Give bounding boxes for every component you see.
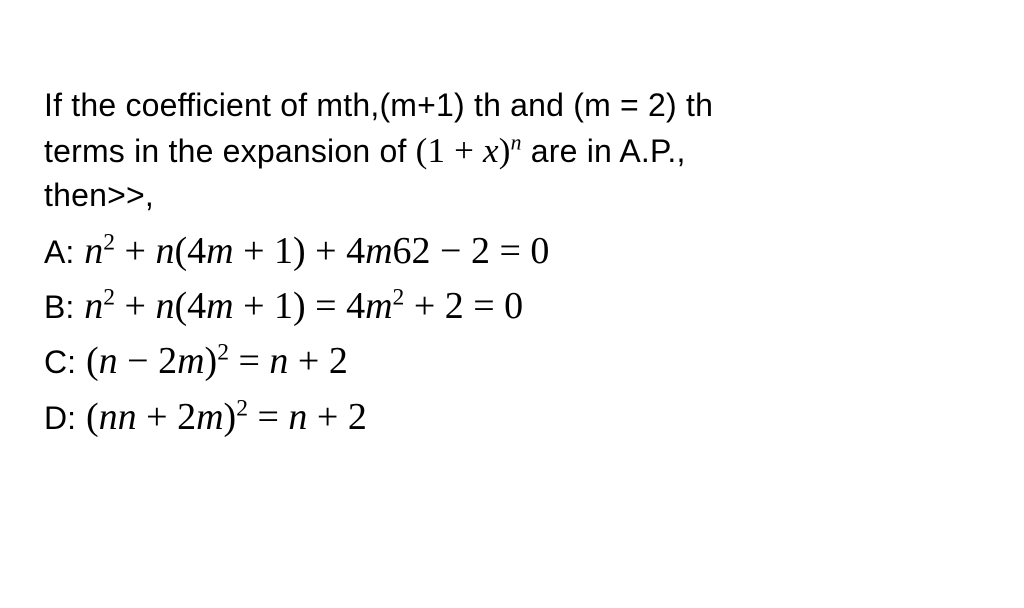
option-b-t1: n [84, 285, 103, 327]
option-c-t1: (n − 2m) [86, 340, 217, 382]
question-block: If the coefficient of mth,(m+1) th and (… [0, 0, 1024, 483]
option-d-math: (nn + 2m)2 = n + 2 [86, 392, 367, 443]
question-line-2-prefix: terms in the expansion of [44, 133, 416, 169]
option-c: C: (n − 2m)2 = n + 2 [44, 336, 984, 387]
question-line-2: terms in the expansion of (1 + x)n are i… [44, 127, 984, 174]
question-line-2-suffix: are in A.P., [522, 133, 686, 169]
option-a-t2: + n(4m + 1) + 4m62 − 2 = 0 [115, 230, 549, 272]
option-a: A: n2 + n(4m + 1) + 4m62 − 2 = 0 [44, 226, 984, 277]
option-b-label: B: [44, 285, 74, 330]
option-b-t2-exp: 2 [393, 284, 405, 310]
option-a-label: A: [44, 230, 74, 275]
option-b-t2: + n(4m + 1) = 4m [115, 285, 393, 327]
options-list: A: n2 + n(4m + 1) + 4m62 − 2 = 0 B: n2 +… [44, 226, 984, 443]
option-b-t3: + 2 = 0 [404, 285, 523, 327]
question-line-1: If the coefficient of mth,(m+1) th and (… [44, 84, 984, 127]
option-a-math: n2 + n(4m + 1) + 4m62 − 2 = 0 [84, 226, 549, 277]
option-d-t1-exp: 2 [236, 395, 248, 421]
option-b: B: n2 + n(4m + 1) = 4m2 + 2 = 0 [44, 281, 984, 332]
option-c-t1-exp: 2 [217, 340, 229, 366]
option-b-t1-exp: 2 [103, 284, 115, 310]
option-c-math: (n − 2m)2 = n + 2 [86, 336, 348, 387]
option-a-t1-exp: 2 [103, 229, 115, 255]
option-c-label: C: [44, 340, 76, 385]
option-d: D: (nn + 2m)2 = n + 2 [44, 392, 984, 443]
option-d-label: D: [44, 396, 76, 441]
option-d-t2: = n + 2 [248, 396, 367, 438]
question-line-3: then>>, [44, 174, 984, 217]
option-c-t2: = n + 2 [229, 340, 348, 382]
option-d-t1: (nn + 2m) [86, 396, 236, 438]
option-a-t1: n [84, 230, 103, 272]
question-inline-exp: n [511, 131, 522, 155]
question-inline-math: (1 + x)n [416, 131, 522, 170]
option-b-math: n2 + n(4m + 1) = 4m2 + 2 = 0 [84, 281, 523, 332]
